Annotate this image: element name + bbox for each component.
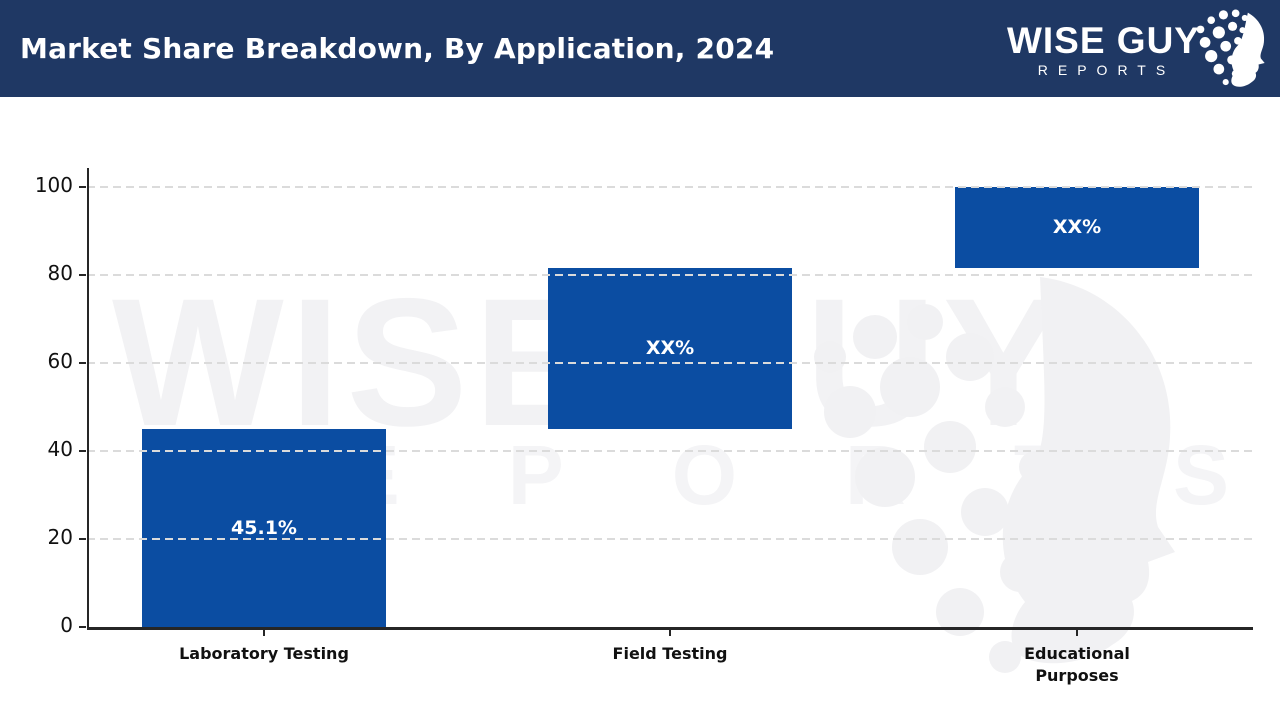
wiseguy-head-icon	[1196, 9, 1265, 87]
y-axis-line	[87, 168, 89, 630]
y-tick-mark-100	[79, 186, 86, 188]
wiseguy-head-watermark-icon	[814, 277, 1175, 673]
y-tick-label-100: 100	[34, 173, 73, 197]
wiseguy-logo: WISE GUY REPORTS	[1007, 8, 1270, 92]
gridline-y80	[87, 274, 1253, 276]
x-category-label-3: Educational Purposes	[1024, 644, 1130, 685]
bar-segment-3: XX%	[955, 187, 1199, 268]
x-tick-mark-2	[669, 629, 671, 636]
chart-area: WISE GUY REPORTS 02040608010045.1%XX%XX%…	[0, 97, 1280, 715]
y-tick-label-60: 60	[47, 349, 73, 373]
chart-title: Market Share Breakdown, By Application, …	[20, 32, 775, 65]
logo-reports-label: REPORTS	[1037, 62, 1176, 79]
x-category-label-1: Laboratory Testing	[179, 644, 349, 663]
x-tick-mark-1	[263, 629, 265, 636]
y-tick-label-20: 20	[47, 525, 73, 549]
y-tick-label-40: 40	[47, 437, 73, 461]
y-tick-mark-40	[79, 450, 86, 452]
y-tick-mark-0	[79, 626, 86, 628]
bar-segment-2: XX%	[548, 267, 792, 429]
x-category-label-2: Field Testing	[612, 644, 728, 663]
logo-wiseguy-label: WISE GUY	[1006, 19, 1200, 61]
x-tick-mark-3	[1076, 629, 1078, 636]
y-tick-mark-20	[79, 538, 86, 540]
y-tick-mark-80	[79, 274, 86, 276]
y-tick-label-0: 0	[60, 613, 73, 637]
gridline-y40	[87, 450, 1253, 452]
gridline-y60	[87, 362, 1253, 364]
y-tick-mark-60	[79, 362, 86, 364]
bar-value-label-3: XX%	[1052, 216, 1102, 239]
wiseguy-logo-text: WISE GUY REPORTS	[1006, 19, 1200, 79]
bar-value-label-1: 45.1%	[231, 516, 297, 539]
header-bar: Market Share Breakdown, By Application, …	[0, 0, 1280, 97]
y-tick-label-80: 80	[47, 261, 73, 285]
gridline-y100	[87, 186, 1253, 188]
x-axis-line	[87, 627, 1253, 630]
bar-value-label-2: XX%	[645, 337, 695, 360]
gridline-y20	[87, 538, 1253, 540]
bar-segment-1: 45.1%	[142, 428, 386, 627]
